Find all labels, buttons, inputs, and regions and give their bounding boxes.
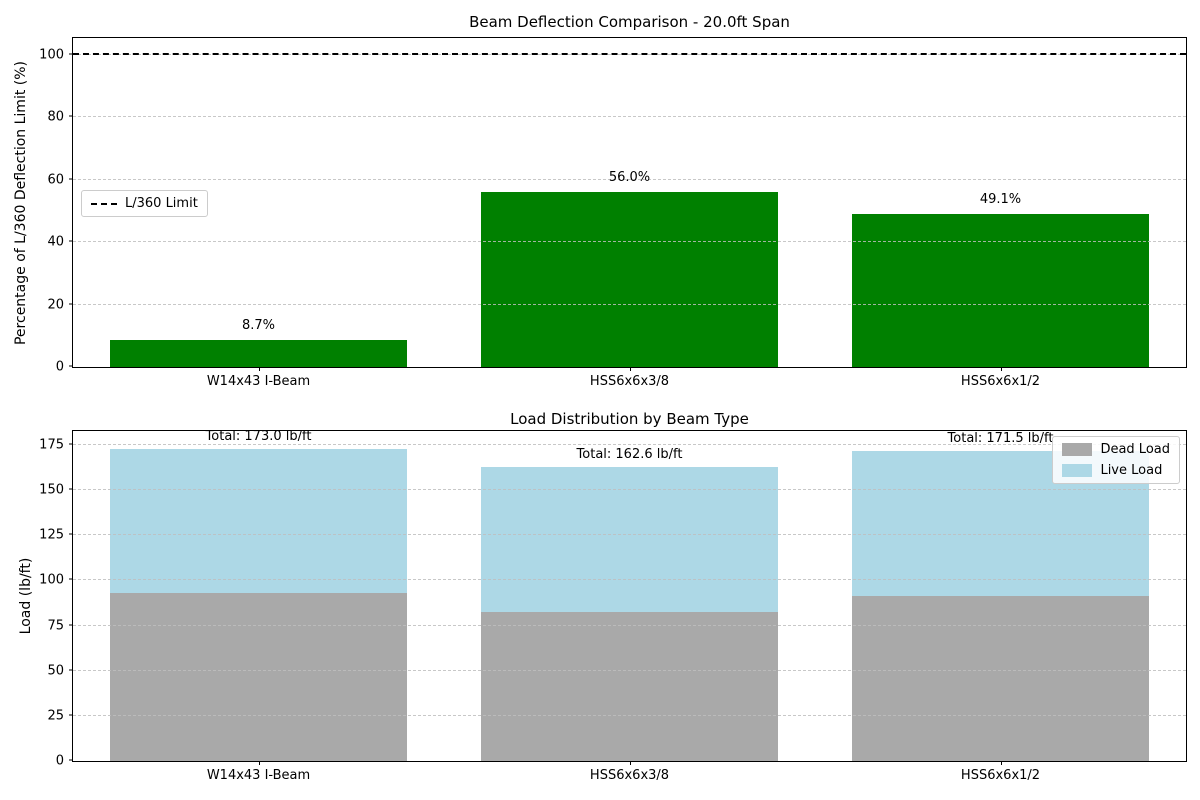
legend-item-dead-load: Dead Load: [1062, 442, 1170, 457]
bar-value-label-3: 49.1%: [979, 191, 1022, 207]
x-tick-mark: [258, 367, 260, 371]
y-tick-mark: [69, 443, 73, 445]
dead-load-bar: [481, 611, 778, 761]
x-tick-label-2: HSS6x6x3/8: [589, 374, 670, 389]
y-tick-mark: [69, 669, 73, 671]
gridline-y-20: [73, 303, 1186, 305]
y-tick-label: 25: [47, 708, 64, 724]
y-tick-label: 50: [47, 663, 64, 679]
deflection-y-axis-label: Percentage of L/360 Deflection Limit (%): [13, 60, 29, 346]
y-tick-mark: [69, 178, 73, 180]
y-tick-label: 40: [47, 234, 64, 250]
live-load-bar: [481, 467, 778, 612]
y-tick-mark: [69, 624, 73, 626]
load-y-axis-label: Load (lb/ft): [18, 557, 34, 635]
legend-label-live-load: Live Load: [1100, 463, 1163, 478]
gridline-y-100: [73, 579, 1186, 581]
y-tick-mark: [69, 488, 73, 490]
dead-load-bar: [110, 593, 407, 761]
live-load-swatch-icon: [1062, 464, 1093, 477]
x-tick-mark: [629, 367, 631, 371]
y-tick-label: 150: [39, 482, 64, 498]
deflection-chart-legend: L/360 Limit: [81, 190, 208, 217]
load-chart-plot: Dead Load Live Load 0 25 50 75 100 125 150 175 W…: [39, 428, 1187, 783]
y-tick-label: 100: [39, 47, 64, 63]
y-tick-mark: [69, 303, 73, 305]
x-tick-label-2: HSS6x6x3/8: [589, 768, 670, 783]
x-tick-label-1: W14x43 I-Beam: [206, 768, 311, 783]
gridline-y-125: [73, 534, 1186, 536]
gridline-y-175: [73, 444, 1186, 446]
legend-label-dead-load: Dead Load: [1100, 442, 1170, 457]
total-label-3: Total: 171.5 lb/ft: [947, 431, 1054, 447]
legend-item-l360-limit: L/360 Limit: [91, 196, 198, 211]
legend-label-l360-limit: L/360 Limit: [125, 196, 198, 211]
y-tick-mark: [69, 115, 73, 117]
deflection-chart-title: Beam Deflection Comparison - 20.0ft Span: [469, 13, 790, 31]
live-load-bar: [110, 448, 407, 594]
y-tick-label: 20: [47, 297, 64, 313]
y-tick-mark: [69, 533, 73, 535]
y-tick-mark: [69, 714, 73, 716]
gridline-y-60: [73, 178, 1186, 180]
deflection-chart-plot: L/360 Limit 0 20 40 60 80 100 W14x43 I-Beam HSS…: [39, 37, 1187, 389]
gridline-y-80: [73, 116, 1186, 118]
y-tick-label: 125: [39, 527, 64, 543]
gridline-y-40: [73, 241, 1186, 243]
gridline-y-75: [73, 624, 1186, 626]
load-chart-title: Load Distribution by Beam Type: [510, 410, 749, 428]
l360-limit-line: [73, 52, 1186, 55]
y-tick-label: 0: [55, 753, 64, 769]
y-tick-label: 100: [39, 572, 64, 588]
x-tick-mark: [258, 761, 260, 765]
bar-value-label-1: 8.7%: [241, 317, 276, 333]
deflection-bar-2: [481, 192, 778, 367]
y-tick-mark: [69, 759, 73, 761]
x-tick-mark: [1000, 367, 1002, 371]
x-tick-label-3: HSS6x6x1/2: [960, 768, 1041, 783]
gridline-y-50: [73, 669, 1186, 671]
y-tick-label: 0: [55, 359, 64, 375]
total-label-1: Total: 173.0 lb/ft: [205, 428, 312, 444]
x-tick-label-3: HSS6x6x1/2: [960, 374, 1041, 389]
deflection-bar-1: [110, 339, 407, 367]
x-tick-mark: [629, 761, 631, 765]
x-tick-mark: [1000, 761, 1002, 765]
gridline-y-25: [73, 714, 1186, 716]
legend-item-live-load: Live Load: [1062, 463, 1170, 478]
y-tick-label: 75: [47, 618, 64, 634]
dashed-line-swatch-icon: [91, 202, 117, 205]
y-tick-mark: [69, 365, 73, 367]
y-tick-label: 175: [39, 437, 64, 453]
gridline-y-150: [73, 489, 1186, 491]
y-tick-mark: [69, 578, 73, 580]
bar-value-label-2: 56.0%: [608, 170, 651, 186]
y-tick-mark: [69, 240, 73, 242]
x-tick-label-1: W14x43 I-Beam: [206, 374, 311, 389]
load-chart-legend: Dead Load Live Load: [1052, 436, 1180, 484]
y-tick-label: 80: [47, 109, 64, 125]
y-tick-mark: [69, 53, 73, 55]
dead-load-bar: [852, 595, 1149, 761]
y-tick-label: 60: [47, 172, 64, 188]
total-label-2: Total: 162.6 lb/ft: [576, 447, 683, 463]
dead-load-swatch-icon: [1062, 443, 1093, 456]
deflection-bar-3: [852, 213, 1149, 367]
